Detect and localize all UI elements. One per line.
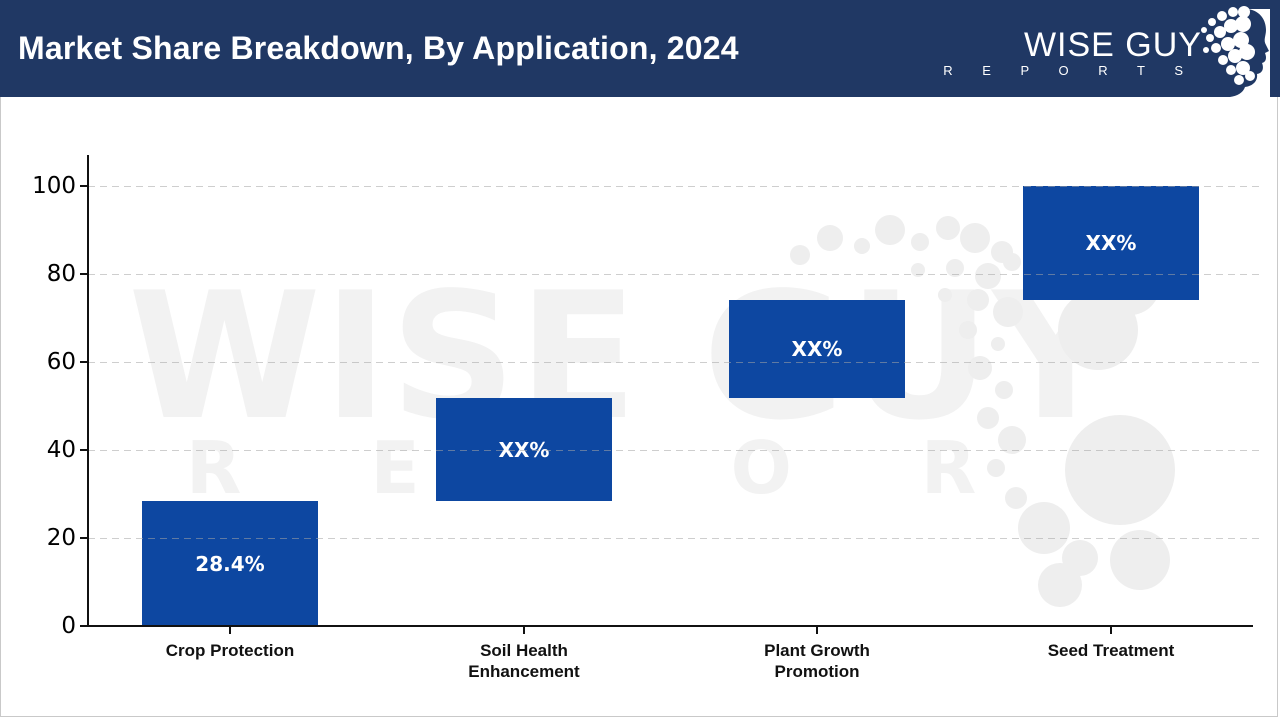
bar-plant-growth-promotion: XX% bbox=[729, 299, 905, 399]
y-tick-mark-80 bbox=[80, 273, 88, 275]
y-tick-label-0: 0 bbox=[61, 613, 76, 639]
watermark-dots bbox=[790, 207, 1175, 607]
bar-value-label: XX% bbox=[1085, 230, 1137, 255]
left-border bbox=[0, 97, 1, 716]
gridline-40 bbox=[88, 450, 1262, 451]
gridline-80 bbox=[88, 274, 1262, 275]
bar-soil-health-enhancement: XX% bbox=[436, 398, 612, 502]
bottom-border bbox=[0, 716, 1278, 717]
x-axis-line bbox=[87, 625, 1253, 627]
y-tick-mark-40 bbox=[80, 449, 88, 451]
category-label-plant-growth-promotion: Plant Growth Promotion bbox=[764, 641, 870, 681]
gridline-60 bbox=[88, 362, 1262, 363]
x-tick-mark-1 bbox=[229, 627, 231, 634]
bar-value-label: 28.4% bbox=[195, 551, 265, 576]
bar-seed-treatment: XX% bbox=[1023, 186, 1199, 300]
y-axis-line bbox=[87, 155, 89, 627]
y-tick-label-40: 40 bbox=[46, 437, 76, 463]
page-title: Market Share Breakdown, By Application, … bbox=[18, 30, 739, 66]
y-tick-label-60: 60 bbox=[46, 349, 76, 375]
y-tick-mark-20 bbox=[80, 537, 88, 539]
category-label-seed-treatment: Seed Treatment bbox=[1047, 641, 1175, 660]
y-tick-label-20: 20 bbox=[46, 525, 76, 551]
category-label-soil-health-enhancement: Soil Health Enhancement bbox=[468, 641, 580, 681]
right-border bbox=[1277, 97, 1278, 716]
y-tick-mark-60 bbox=[80, 361, 88, 363]
dotted-face-icon bbox=[1201, 6, 1270, 97]
y-tick-label-80: 80 bbox=[46, 261, 76, 287]
y-tick-mark-100 bbox=[80, 185, 88, 187]
bar-value-label: XX% bbox=[498, 437, 550, 462]
header-bar: Market Share Breakdown, By Application, … bbox=[0, 0, 1280, 97]
brand-subtitle: R E P O R T S bbox=[943, 63, 1196, 78]
brand-logo: WISE GUY R E P O R T S bbox=[943, 0, 1270, 97]
watermark-text: WISE GUY bbox=[128, 256, 1122, 459]
gridline-100 bbox=[88, 186, 1262, 187]
category-label-crop-protection: Crop Protection bbox=[165, 641, 295, 660]
y-tick-mark-0 bbox=[80, 625, 88, 627]
x-tick-mark-4 bbox=[1110, 627, 1112, 634]
bar-crop-protection: 28.4% bbox=[142, 501, 318, 626]
chart-area: WISE GUY R E P O R T S 28.4% XX% XX% XX% 0 20… bbox=[0, 97, 1280, 717]
bar-value-label: XX% bbox=[791, 336, 843, 361]
y-tick-label-100: 100 bbox=[32, 173, 76, 199]
brand-name: WISE GUY bbox=[1023, 26, 1202, 64]
x-tick-mark-2 bbox=[523, 627, 525, 634]
gridline-20 bbox=[88, 538, 1262, 539]
x-tick-mark-3 bbox=[816, 627, 818, 634]
